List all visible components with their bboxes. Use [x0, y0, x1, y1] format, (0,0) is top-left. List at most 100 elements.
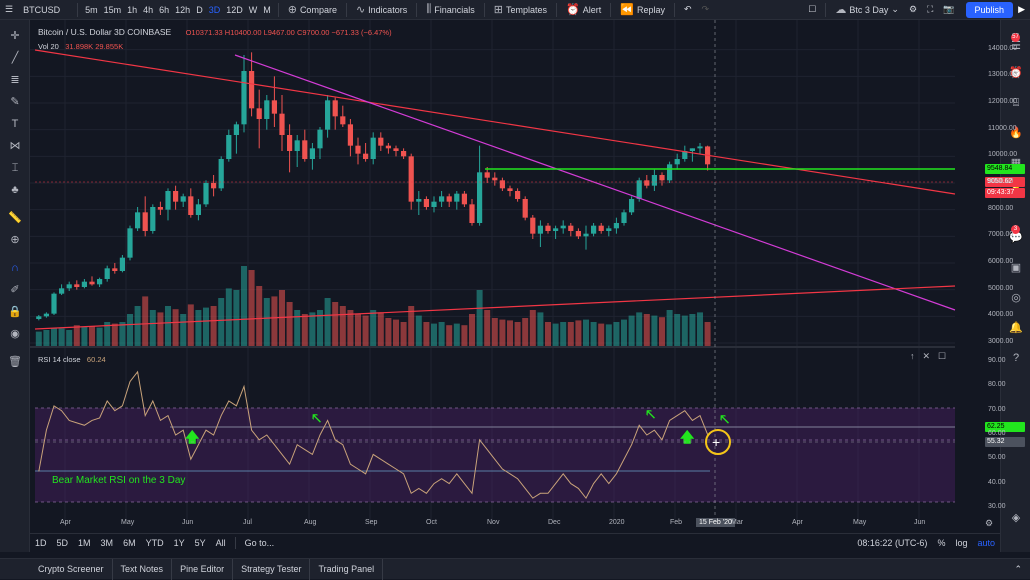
interval-3D[interactable]: 3D [208, 4, 221, 15]
compare-button[interactable]: ⊕ Compare [283, 0, 342, 20]
interval-15m[interactable]: 15m [103, 4, 122, 15]
price-tick: 6000.00 [988, 258, 1014, 265]
alert-button[interactable]: ⏰ Alert [561, 0, 606, 20]
chat-icon[interactable]: 💬 [1009, 232, 1023, 244]
indicators-button[interactable]: ∿ Indicators [351, 0, 412, 20]
price-tick: 14000.00 [988, 44, 1018, 52]
price-tick: 5000.00 [988, 284, 1014, 292]
zoom-icon[interactable]: ⊕ [10, 234, 20, 246]
layout-menu[interactable]: ☁ Btc 3 Day ⌄ [830, 0, 904, 20]
volume-bar [180, 314, 187, 346]
interval-12D[interactable]: 12D [226, 4, 243, 15]
rsi-label: RSI 14 close [38, 355, 81, 364]
interval-M[interactable]: M [263, 4, 271, 15]
rsi-tick: 30.00 [988, 502, 1006, 510]
interval-5m[interactable]: 5m [85, 4, 98, 15]
undo-icon[interactable]: ↶ [683, 4, 692, 14]
annotation-text[interactable]: Bear Market RSI on the 3 Day [52, 475, 186, 486]
chart-area[interactable]: 🡅 🡅 🡔 🡔 🡔 + Bitcoin / U.S. Dollar 3D COI… [30, 20, 1025, 552]
auto-toggle[interactable]: auto [977, 538, 995, 548]
camera-icon[interactable]: 📷 [943, 4, 955, 14]
range-5Y[interactable]: 5Y [194, 538, 206, 548]
range-YTD[interactable]: YTD [145, 538, 164, 548]
alerts-icon[interactable]: ⏰ [1009, 67, 1023, 79]
range-5D[interactable]: 5D [56, 538, 69, 548]
magnet-icon[interactable]: ∩ [11, 262, 19, 274]
help-icon[interactable]: ? [1012, 352, 1020, 364]
watchlist-icon[interactable]: ☰ [1011, 40, 1021, 52]
data-window-icon[interactable]: ⌸ [1012, 97, 1020, 109]
settings-gear-icon[interactable]: ⚙ [985, 518, 994, 528]
expand-panel-icon[interactable]: ⌃ [1014, 563, 1022, 574]
candle-body [378, 137, 384, 146]
tab-crypto-screener[interactable]: Crypto Screener [30, 558, 113, 580]
goto-button[interactable]: Go to... [244, 538, 275, 548]
volume-bar [438, 322, 445, 346]
publish-button[interactable]: Publish [965, 1, 1014, 18]
percent-toggle[interactable]: % [937, 538, 946, 548]
fib-icon[interactable]: ≣ [10, 74, 20, 86]
tab-pine-editor[interactable]: Pine Editor [172, 558, 234, 580]
streams-icon[interactable]: ▣ [1010, 262, 1022, 274]
candle-body [454, 193, 460, 202]
ruler-icon[interactable]: 📏 [8, 212, 22, 224]
tab-strategy-tester[interactable]: Strategy Tester [233, 558, 311, 580]
symbol-search[interactable]: BTCUSD [23, 4, 61, 15]
redo-icon[interactable]: ↷ [701, 4, 710, 14]
layout-square-icon[interactable]: ☐ [808, 4, 817, 14]
trendline-icon[interactable]: ╱ [11, 52, 19, 64]
log-toggle[interactable]: log [955, 538, 968, 548]
trendline-red-resistance[interactable] [34, 49, 956, 195]
hotlist-icon[interactable]: 🔥 [1009, 127, 1023, 139]
interval-4h[interactable]: 4h [143, 4, 154, 15]
layers-icon[interactable]: ◈ [1011, 512, 1021, 524]
volume-bar [575, 320, 582, 346]
candle-body [385, 145, 391, 149]
interval-6h[interactable]: 6h [159, 4, 170, 15]
prediction-icon[interactable]: ⌶ [11, 162, 19, 174]
candle-body [104, 268, 110, 279]
maximize-icon[interactable]: ☐ [938, 351, 947, 361]
notifications-icon[interactable]: 🔔 [1009, 322, 1023, 334]
candle-body [157, 207, 163, 210]
range-3M[interactable]: 3M [100, 538, 114, 548]
menu-icon[interactable]: ☰ [5, 4, 14, 14]
divider [277, 2, 279, 17]
clock-time[interactable]: 08:16:22 (UTC-6) [857, 538, 928, 548]
tab-trading-panel[interactable]: Trading Panel [310, 558, 384, 580]
play-icon[interactable]: ▶ [1018, 4, 1025, 14]
lock-drawing-icon[interactable]: ✐ [10, 284, 20, 296]
trendline-red-support[interactable] [34, 285, 956, 330]
trash-icon[interactable]: 🗑 [8, 356, 22, 368]
range-All[interactable]: All [215, 538, 226, 548]
brush-icon[interactable]: ✎ [10, 96, 20, 108]
text-icon[interactable]: T [11, 118, 19, 130]
range-1M[interactable]: 1M [78, 538, 91, 548]
range-6M[interactable]: 6M [123, 538, 136, 548]
gear-icon[interactable]: ⚙ [908, 4, 918, 14]
arrow-up-icon[interactable]: ↑ [910, 351, 915, 361]
financials-button[interactable]: ⫼ Financials [421, 0, 480, 20]
close-icon[interactable]: ✕ [922, 351, 931, 361]
shapes-icon[interactable]: ♣ [11, 184, 19, 196]
interval-12h[interactable]: 12h [175, 4, 191, 15]
replay-button[interactable]: ⏪ Replay [615, 0, 670, 20]
crosshair-icon[interactable]: ✛ [10, 30, 20, 42]
pattern-icon[interactable]: ⋈ [9, 140, 21, 152]
eye-icon[interactable]: ◉ [10, 328, 20, 340]
volume-bar [294, 310, 301, 346]
tab-text-notes[interactable]: Text Notes [113, 558, 173, 580]
calendar-icon[interactable]: ▦ [1010, 157, 1022, 169]
price-chart[interactable]: 🡅 🡅 🡔 🡔 🡔 + [30, 20, 1000, 552]
broadcast-icon[interactable]: ◎ [1011, 292, 1021, 304]
templates-button[interactable]: ⊞ Templates [489, 0, 552, 20]
interval-D[interactable]: D [196, 4, 203, 15]
lock-icon[interactable]: 🔒 [8, 306, 22, 318]
trendline-magenta[interactable] [234, 54, 956, 311]
interval-W[interactable]: W [248, 4, 258, 15]
fullscreen-icon[interactable]: ⛶ [927, 4, 934, 14]
range-1Y[interactable]: 1Y [173, 538, 185, 548]
interval-1h[interactable]: 1h [127, 4, 138, 15]
range-1D[interactable]: 1D [35, 538, 47, 548]
rsi-green-label: 62.25 [985, 422, 1025, 432]
